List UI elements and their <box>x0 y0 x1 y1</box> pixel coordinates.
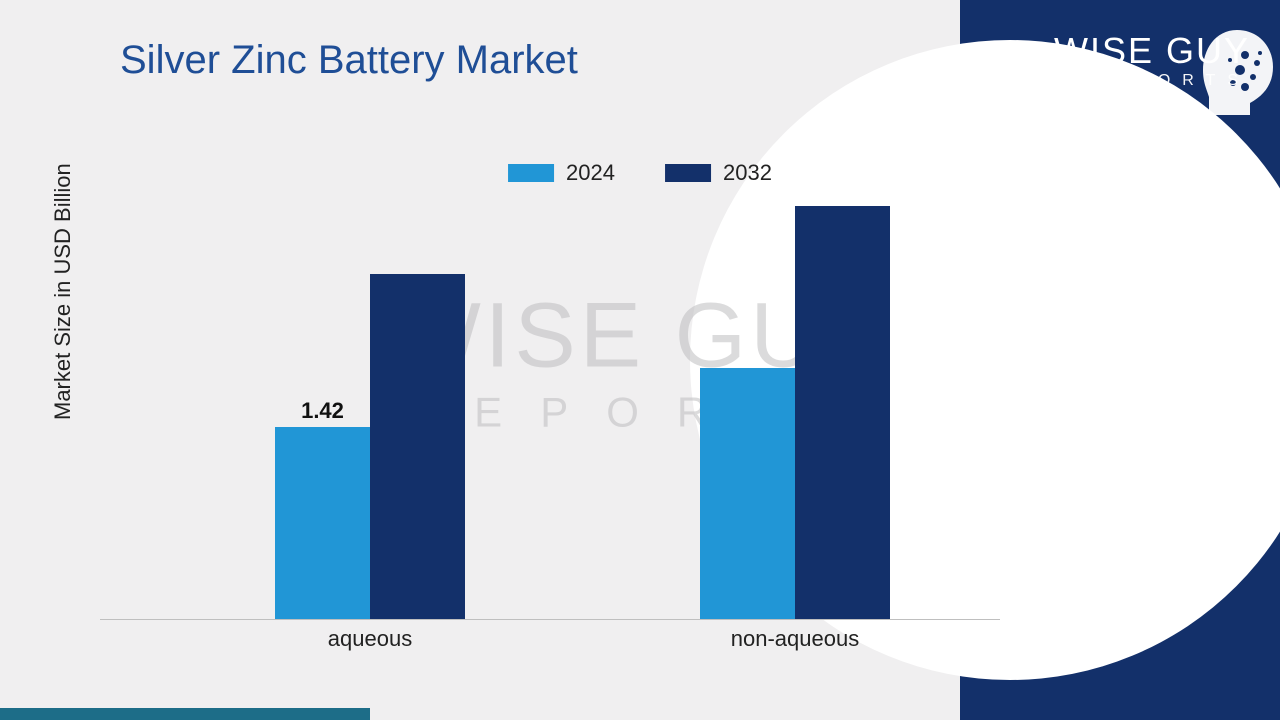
x-axis-label: non-aqueous <box>731 626 859 652</box>
y-axis-label: Market Size in USD Billion <box>50 163 76 420</box>
bar <box>370 274 465 619</box>
legend-item-2024: 2024 <box>508 160 615 186</box>
page-title: Silver Zinc Battery Market <box>120 38 578 83</box>
bar <box>795 206 890 619</box>
legend-label-2024: 2024 <box>566 160 615 186</box>
x-axis-label: aqueous <box>328 626 412 652</box>
plot-area: 1.42 <box>100 200 1000 620</box>
bar-group <box>700 206 890 619</box>
bar <box>700 368 795 619</box>
legend-swatch-2024 <box>508 164 554 182</box>
bar-group <box>275 274 465 619</box>
logo-bottom: REPORTS <box>1054 72 1250 90</box>
bottom-accent-bar <box>0 708 370 720</box>
bar <box>275 427 370 619</box>
legend: 2024 2032 <box>508 160 772 186</box>
page: WISE GUY REPORTS Silver Zinc Battery Mar… <box>0 0 1280 720</box>
logo-top: WISE GUY <box>1054 30 1250 72</box>
legend-swatch-2032 <box>665 164 711 182</box>
logo: WISE GUY REPORTS <box>1054 30 1250 90</box>
legend-label-2032: 2032 <box>723 160 772 186</box>
legend-item-2032: 2032 <box>665 160 772 186</box>
data-label: 1.42 <box>301 398 344 424</box>
chart: 1.42 aqueous non-aqueous <box>100 200 1000 660</box>
